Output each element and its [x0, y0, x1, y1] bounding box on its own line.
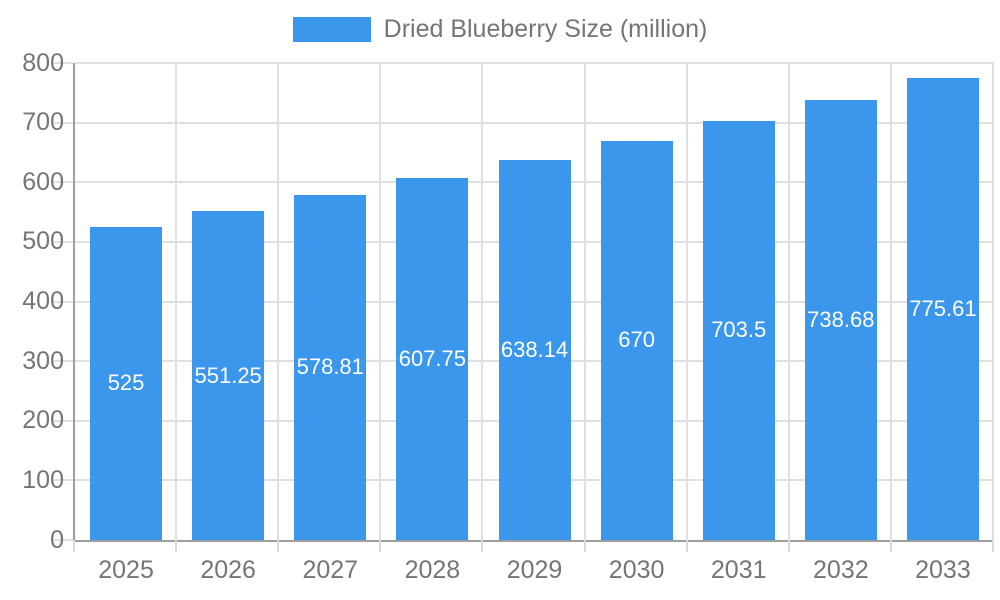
- bar-2033[interactable]: [906, 77, 979, 540]
- ytick-0: [54, 539, 73, 541]
- gridline-y-700: [75, 121, 994, 124]
- y-axis-label-0: 0: [50, 525, 64, 554]
- xtick-boundary-3: [379, 540, 382, 552]
- x-axis-label-2026: 2026: [200, 556, 256, 584]
- bar-value-label-2033: 775.61: [909, 295, 977, 321]
- x-axis-label-2027: 2027: [302, 556, 359, 584]
- bar-2031[interactable]: [702, 120, 775, 540]
- y-axis-label-100: 100: [22, 465, 64, 494]
- xtick-boundary-6: [685, 540, 688, 552]
- ytick-100: [54, 479, 73, 482]
- gridline-y-800: [75, 62, 994, 64]
- xtick-boundary-2: [277, 540, 280, 552]
- bar-2025[interactable]: [90, 226, 163, 540]
- gridline-x-boundary-8: [889, 63, 892, 540]
- y-axis-label-800: 800: [22, 48, 64, 77]
- gridline-x-boundary-6: [685, 63, 688, 540]
- ytick-400: [54, 300, 73, 303]
- bar-2027[interactable]: [294, 194, 367, 540]
- xtick-boundary-8: [889, 540, 892, 552]
- x-axis-label-2028: 2028: [404, 556, 461, 584]
- gridline-x-boundary-5: [583, 63, 586, 540]
- y-axis-label-700: 700: [22, 108, 64, 137]
- y-axis-label-600: 600: [22, 167, 64, 196]
- bar-value-label-2030: 670: [618, 327, 655, 353]
- bar-2032[interactable]: [804, 99, 877, 540]
- xtick-boundary-9: [992, 540, 994, 552]
- bar-2028[interactable]: [396, 177, 469, 540]
- y-axis-label-400: 400: [22, 287, 64, 315]
- plot-area: 0 100 200 300 400 500 600 700 800 525 2025 551.25 20…: [22, 50, 994, 584]
- bar-value-label-2027: 578.81: [296, 354, 364, 380]
- ytick-700: [54, 121, 73, 124]
- bar-value-label-2032: 738.68: [807, 306, 875, 332]
- ytick-500: [54, 240, 73, 243]
- bar-2029[interactable]: [498, 159, 571, 540]
- xtick-boundary-7: [787, 540, 790, 552]
- bar-2026[interactable]: [192, 211, 265, 540]
- bar-value-label-2028: 607.75: [398, 345, 467, 371]
- x-axis-label-2025: 2025: [98, 556, 154, 584]
- gridline-x-boundary-9: [992, 63, 994, 540]
- x-axis-label-2031: 2031: [710, 556, 767, 584]
- bar-2030[interactable]: [600, 140, 673, 540]
- bar-value-label-2029: 638.14: [500, 336, 569, 362]
- legend[interactable]: Dried Blueberry Size (million): [0, 16, 1000, 43]
- gridline-x-boundary-7: [787, 63, 790, 540]
- ytick-200: [54, 419, 73, 422]
- xtick-boundary-1: [175, 540, 178, 552]
- x-axis-label-2032: 2032: [813, 556, 869, 584]
- x-axis-label-2030: 2030: [608, 556, 665, 584]
- bar-value-label-2026: 551.25: [194, 362, 262, 388]
- gridline-x-boundary-4: [481, 63, 484, 540]
- bar-value-label-2031: 703.5: [711, 317, 767, 343]
- legend-swatch: [292, 17, 371, 42]
- gridline-x-boundary-2: [277, 63, 280, 540]
- ytick-300: [54, 360, 73, 363]
- xtick-boundary-5: [583, 540, 586, 552]
- y-axis-label-200: 200: [22, 406, 64, 435]
- ytick-800: [54, 62, 73, 64]
- bar-value-label-2025: 525: [107, 370, 145, 396]
- x-axis-label-2029: 2029: [506, 556, 563, 584]
- ytick-600: [54, 181, 73, 184]
- xtick-boundary-4: [481, 540, 484, 552]
- legend-label: Dried Blueberry Size (million): [383, 15, 708, 43]
- y-axis-label-300: 300: [22, 346, 64, 375]
- gridline-x-boundary-3: [379, 63, 382, 540]
- y-axis-label-500: 500: [22, 227, 64, 256]
- x-axis-label-2033: 2033: [915, 556, 971, 584]
- gridline-x-boundary-1: [175, 63, 178, 540]
- xtick-boundary-0: [73, 540, 75, 552]
